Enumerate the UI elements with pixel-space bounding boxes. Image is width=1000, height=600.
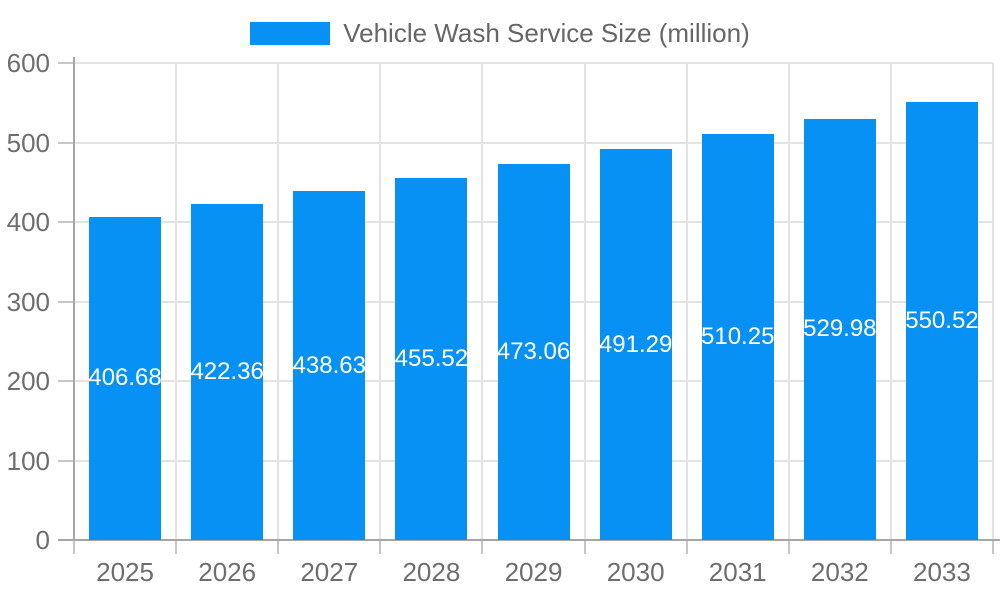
y-axis-label-300: 300 bbox=[6, 286, 50, 317]
x-axis-label-2032: 2032 bbox=[810, 557, 869, 587]
legend-label: Vehicle Wash Service Size (million) bbox=[343, 18, 750, 48]
bar-value-label-2025: 406.68 bbox=[88, 364, 162, 392]
bar-2031[interactable] bbox=[701, 134, 774, 540]
gridline-v-6 bbox=[685, 63, 688, 540]
bar-value-label-2030: 491.29 bbox=[598, 330, 673, 358]
bar-2025[interactable] bbox=[89, 216, 162, 540]
x-axis-label-2029: 2029 bbox=[504, 557, 563, 587]
bar-value-label-2026: 422.36 bbox=[190, 358, 264, 386]
bar-value-label-2028: 455.52 bbox=[394, 344, 469, 372]
x-axis-label-2028: 2028 bbox=[402, 557, 461, 587]
bar-2027[interactable] bbox=[293, 191, 366, 540]
x-axis-tick-1 bbox=[175, 540, 178, 554]
x-axis-label-2031: 2031 bbox=[708, 557, 767, 587]
y-axis-label-0: 0 bbox=[35, 525, 50, 555]
x-axis-tick-5 bbox=[583, 540, 586, 554]
bar-2033[interactable] bbox=[905, 102, 978, 540]
gridline-v-3 bbox=[379, 63, 382, 540]
y-axis-label-600: 600 bbox=[6, 48, 50, 78]
y-axis-line bbox=[73, 57, 75, 540]
gridline-h-600 bbox=[74, 62, 993, 64]
gridline-v-4 bbox=[481, 63, 484, 540]
x-axis-label-2030: 2030 bbox=[606, 557, 665, 587]
y-axis-label-500: 500 bbox=[6, 127, 50, 158]
y-axis-tick-600 bbox=[58, 62, 74, 64]
x-axis-label-2033: 2033 bbox=[913, 557, 971, 587]
gridline-h-500 bbox=[74, 141, 993, 144]
y-axis-tick-200 bbox=[58, 380, 74, 382]
gridline-v-8 bbox=[889, 63, 892, 540]
bar-2030[interactable] bbox=[599, 149, 672, 540]
x-axis-tick-8 bbox=[889, 540, 892, 554]
x-axis-label-2025: 2025 bbox=[96, 557, 154, 587]
gridline-v-7 bbox=[787, 63, 790, 540]
bar-value-label-2032: 529.98 bbox=[803, 315, 877, 343]
x-axis-tick-0 bbox=[73, 540, 75, 554]
x-axis-tick-9 bbox=[992, 540, 994, 554]
legend-swatch bbox=[250, 21, 331, 45]
y-axis-tick-500 bbox=[58, 141, 74, 144]
bar-2032[interactable] bbox=[803, 118, 876, 540]
bar-value-label-2029: 473.06 bbox=[496, 337, 571, 365]
bar-value-label-2031: 510.25 bbox=[701, 323, 775, 351]
y-axis-label-400: 400 bbox=[6, 207, 50, 237]
chart-legend[interactable]: Vehicle Wash Service Size (million) bbox=[0, 18, 1000, 48]
y-axis-label-200: 200 bbox=[6, 366, 50, 396]
bar-value-label-2027: 438.63 bbox=[292, 351, 366, 379]
x-axis-tick-6 bbox=[685, 540, 688, 554]
gridline-v-1 bbox=[175, 63, 178, 540]
bar-value-label-2033: 550.52 bbox=[905, 307, 979, 335]
y-axis-tick-100 bbox=[58, 459, 74, 462]
x-axis-line bbox=[58, 539, 1000, 541]
x-axis-tick-4 bbox=[481, 540, 484, 554]
bar-2026[interactable] bbox=[191, 204, 264, 540]
x-axis-tick-2 bbox=[277, 540, 280, 554]
x-axis-tick-3 bbox=[379, 540, 382, 554]
gridline-v-2 bbox=[277, 63, 280, 540]
y-axis-label-100: 100 bbox=[6, 445, 50, 476]
gridline-v-9 bbox=[992, 63, 994, 540]
y-axis-tick-400 bbox=[58, 221, 74, 223]
x-axis-label-2026: 2026 bbox=[198, 557, 257, 587]
y-axis-tick-300 bbox=[58, 300, 74, 303]
gridline-v-5 bbox=[583, 63, 586, 540]
x-axis-label-2027: 2027 bbox=[300, 557, 359, 587]
x-axis-tick-7 bbox=[787, 540, 790, 554]
bar-2028[interactable] bbox=[395, 177, 468, 540]
bar-2029[interactable] bbox=[497, 163, 570, 540]
